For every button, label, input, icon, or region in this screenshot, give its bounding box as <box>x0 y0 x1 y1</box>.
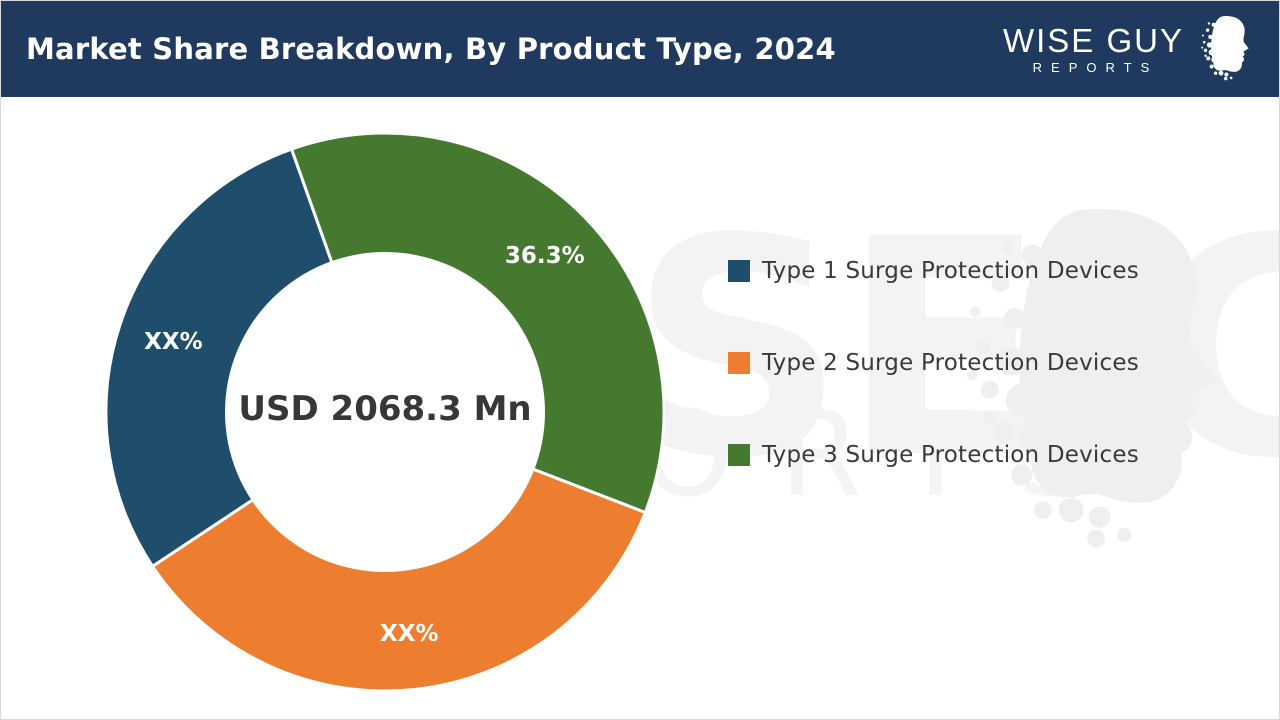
chart-center-value: USD 2068.3 Mn <box>238 389 532 429</box>
wiseguy-logo: WISE GUY REPORTS <box>1003 14 1254 84</box>
legend-item-type-2: Type 2 Surge Protection Devices <box>728 350 1139 376</box>
logo-tagline: REPORTS <box>1032 59 1159 75</box>
logo-text: WISE GUY REPORTS <box>1003 24 1184 74</box>
legend-swatch-blue <box>728 260 750 282</box>
legend-swatch-orange <box>728 352 750 374</box>
legend-label: Type 1 Surge Protection Devices <box>762 258 1139 284</box>
legend-label: Type 2 Surge Protection Devices <box>762 350 1139 376</box>
wiseguy-face-icon <box>1180 14 1254 84</box>
donut-hole <box>225 252 545 572</box>
logo-name: WISE GUY <box>1002 21 1184 59</box>
chart-legend: Type 1 Surge Protection Devices Type 2 S… <box>728 258 1139 468</box>
legend-swatch-green <box>728 444 750 466</box>
legend-label: Type 3 Surge Protection Devices <box>762 442 1139 468</box>
page-title: Market Share Breakdown, By Product Type,… <box>26 31 836 66</box>
legend-item-type-1: Type 1 Surge Protection Devices <box>728 258 1139 284</box>
header: Market Share Breakdown, By Product Type,… <box>0 0 1280 97</box>
legend-item-type-3: Type 3 Surge Protection Devices <box>728 442 1139 468</box>
